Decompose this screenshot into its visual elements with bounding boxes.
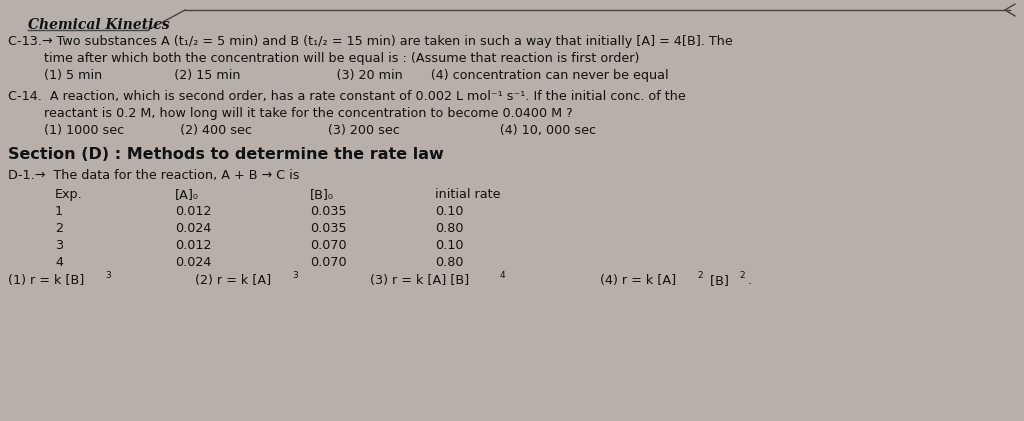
Text: .: . (748, 274, 752, 287)
Text: 1: 1 (55, 205, 63, 218)
Text: (4) r = k [A]: (4) r = k [A] (600, 274, 676, 287)
Text: [A]₀: [A]₀ (175, 188, 199, 201)
Text: D-1.→  The data for the reaction, A + B → C is: D-1.→ The data for the reaction, A + B →… (8, 169, 299, 182)
Text: 3: 3 (105, 271, 111, 280)
Text: 0.070: 0.070 (310, 256, 347, 269)
Text: 3: 3 (292, 271, 298, 280)
Text: 3: 3 (55, 239, 63, 252)
Text: C-14.  A reaction, which is second order, has a rate constant of 0.002 L mol⁻¹ s: C-14. A reaction, which is second order,… (8, 90, 686, 103)
Text: (1) 5 min                  (2) 15 min                        (3) 20 min       (4: (1) 5 min (2) 15 min (3) 20 min (4 (8, 69, 669, 82)
Text: 0.10: 0.10 (435, 239, 464, 252)
Text: C-13.→ Two substances A (t₁/₂ = 5 min) and B (t₁/₂ = 15 min) are taken in such a: C-13.→ Two substances A (t₁/₂ = 5 min) a… (8, 35, 733, 48)
Text: 4: 4 (500, 271, 506, 280)
Text: Exp.: Exp. (55, 188, 83, 201)
Text: 0.024: 0.024 (175, 256, 211, 269)
Text: 0.10: 0.10 (435, 205, 464, 218)
Text: [B]: [B] (706, 274, 729, 287)
Text: 0.012: 0.012 (175, 205, 212, 218)
Text: 2: 2 (739, 271, 744, 280)
Text: [B]₀: [B]₀ (310, 188, 334, 201)
Text: 0.024: 0.024 (175, 222, 211, 235)
Text: Chemical Kinetics: Chemical Kinetics (28, 18, 170, 32)
Text: Section (D) : Methods to determine the rate law: Section (D) : Methods to determine the r… (8, 147, 443, 162)
Text: initial rate: initial rate (435, 188, 501, 201)
Text: (2) r = k [A]: (2) r = k [A] (195, 274, 271, 287)
Text: 0.80: 0.80 (435, 222, 464, 235)
Text: 0.80: 0.80 (435, 256, 464, 269)
Text: (1) 1000 sec              (2) 400 sec                   (3) 200 sec             : (1) 1000 sec (2) 400 sec (3) 200 sec (8, 124, 596, 137)
Text: 0.035: 0.035 (310, 222, 347, 235)
Text: 2: 2 (697, 271, 702, 280)
Text: (3) r = k [A] [B]: (3) r = k [A] [B] (370, 274, 469, 287)
Text: 2: 2 (55, 222, 63, 235)
Text: 0.070: 0.070 (310, 239, 347, 252)
Text: time after which both the concentration will be equal is : (Assume that reaction: time after which both the concentration … (8, 52, 639, 65)
Text: 0.012: 0.012 (175, 239, 212, 252)
Text: 0.035: 0.035 (310, 205, 347, 218)
Text: reactant is 0.2 M, how long will it take for the concentration to become 0.0400 : reactant is 0.2 M, how long will it take… (8, 107, 572, 120)
Text: 4: 4 (55, 256, 63, 269)
Text: (1) r = k [B]: (1) r = k [B] (8, 274, 84, 287)
